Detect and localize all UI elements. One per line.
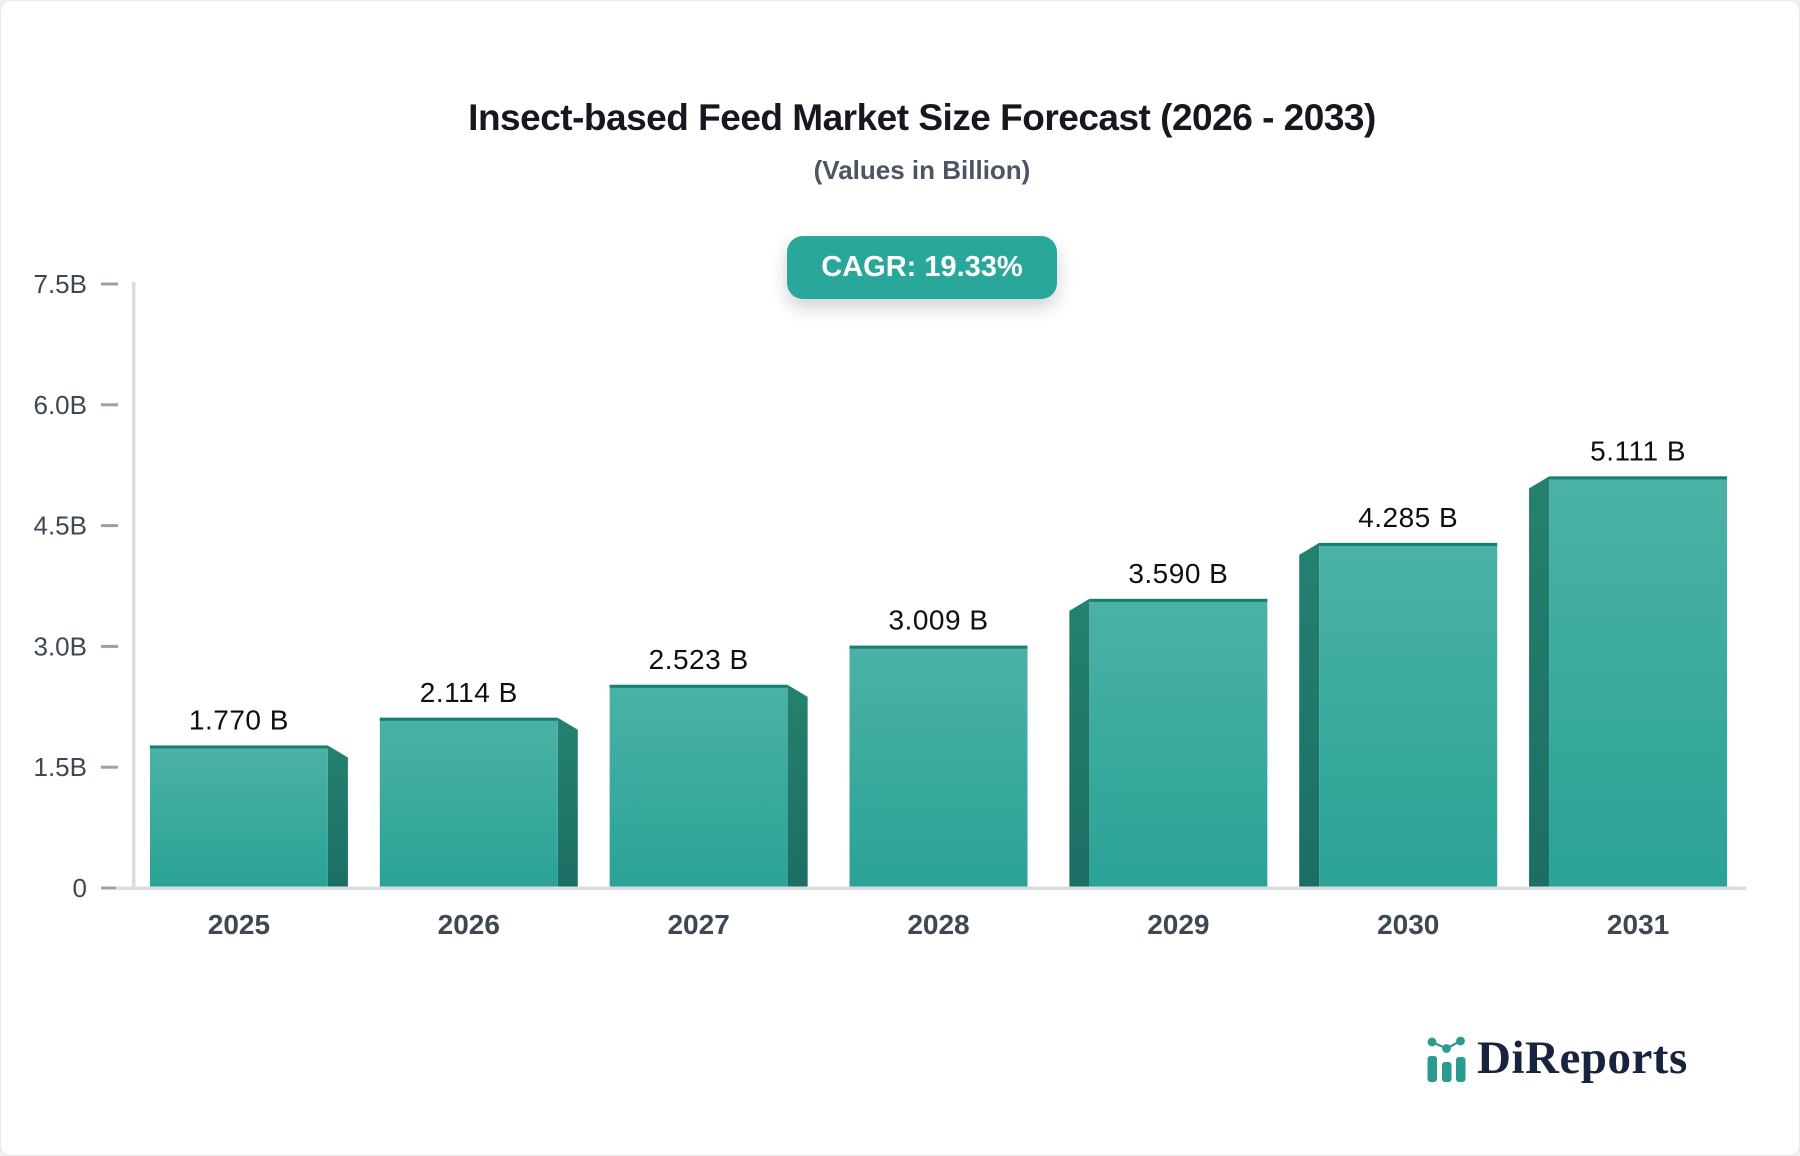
x-axis-label: 2026 <box>438 909 500 940</box>
bar-group: 5.111 B 2031 <box>1529 435 1728 940</box>
x-axis-line <box>116 886 1746 890</box>
bar-top-edge <box>379 717 558 721</box>
bar-top-edge <box>1319 542 1498 546</box>
x-axis-label: 2027 <box>667 909 729 940</box>
brand-name: DiReports <box>1477 1032 1688 1084</box>
x-axis-label: 2025 <box>208 909 270 940</box>
bar-3d-side <box>327 745 348 888</box>
bar <box>609 684 788 888</box>
bar <box>1319 542 1498 888</box>
bar-group: 1.770 B 2025 <box>149 704 348 940</box>
y-axis-label: 0 <box>73 873 87 903</box>
y-axis-label: 1.5B <box>34 752 88 782</box>
chart-title: Insect-based Feed Market Size Forecast (… <box>468 97 1376 138</box>
bar-value-label: 4.285 B <box>1358 502 1458 533</box>
y-axis-label: 6.0B <box>34 390 88 420</box>
chart-subtitle: (Values in Billion) <box>813 155 1031 185</box>
bar-group: 2.523 B 2027 <box>609 644 808 940</box>
bar <box>379 717 558 888</box>
bar-top-edge <box>609 684 788 688</box>
y-axis-tick <box>101 765 118 769</box>
x-axis-label: 2031 <box>1607 909 1669 940</box>
x-axis-label: 2030 <box>1377 909 1439 940</box>
y-axis-label: 3.0B <box>34 631 88 661</box>
y-axis-line <box>132 282 136 890</box>
bar-group: 3.009 B 2028 <box>849 605 1028 940</box>
brand-logo: DiReports <box>1425 1035 1688 1082</box>
bar-top-edge <box>1089 598 1268 602</box>
cagr-badge: CAGR: 19.33% <box>787 236 1057 299</box>
bar-value-label: 1.770 B <box>189 704 289 735</box>
y-axis-tick <box>101 644 118 648</box>
bar-value-label: 2.114 B <box>420 677 518 708</box>
bar <box>849 645 1028 888</box>
bar-group: 3.590 B 2029 <box>1069 558 1268 940</box>
x-axis-label: 2029 <box>1147 909 1209 940</box>
x-axis-label: 2028 <box>907 909 969 940</box>
bar <box>1089 598 1268 888</box>
bar-3d-side <box>1529 476 1550 888</box>
y-axis-label: 7.5B <box>34 269 88 299</box>
bar-value-label: 3.590 B <box>1128 558 1228 589</box>
y-axis-tick <box>101 282 118 286</box>
bar-value-label: 2.523 B <box>649 644 749 675</box>
chart-header: Insect-based Feed Market Size Forecast (… <box>43 97 1799 299</box>
bar <box>1549 476 1728 888</box>
bar-top-edge <box>149 745 328 749</box>
bar-group: 4.285 B 2030 <box>1299 502 1498 940</box>
y-axis-tick <box>101 403 118 407</box>
y-axis-tick <box>101 524 118 528</box>
bar-top-edge <box>1549 476 1728 480</box>
bar-group: 2.114 B 2026 <box>379 677 578 940</box>
bar-3d-side <box>1299 542 1320 888</box>
bar-top-edge <box>849 645 1028 649</box>
bar-value-label: 5.111 B <box>1590 435 1686 466</box>
y-axis-tick <box>101 886 118 890</box>
bar-value-label: 3.009 B <box>888 605 988 636</box>
bar-3d-side <box>557 717 578 888</box>
bar <box>149 745 328 888</box>
direports-logo-icon <box>1427 1036 1466 1082</box>
y-axis-label: 4.5B <box>34 511 88 541</box>
bar-3d-side <box>787 684 808 888</box>
bar-3d-side <box>1069 598 1090 888</box>
